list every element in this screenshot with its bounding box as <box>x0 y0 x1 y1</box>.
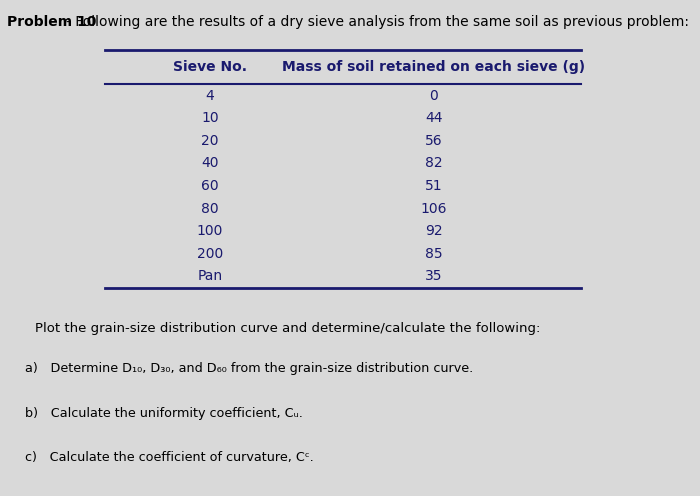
Text: - Following are the results of a dry sieve analysis from the same soil as previo: - Following are the results of a dry sie… <box>66 15 690 29</box>
Text: 4: 4 <box>206 89 214 103</box>
Text: Plot the grain-size distribution curve and determine/calculate the following:: Plot the grain-size distribution curve a… <box>35 322 540 335</box>
Text: 20: 20 <box>202 134 218 148</box>
Text: 44: 44 <box>426 111 442 125</box>
Text: c) Calculate the coefficient of curvature, Cᶜ.: c) Calculate the coefficient of curvatur… <box>25 451 314 464</box>
Text: 85: 85 <box>425 247 443 261</box>
Text: 51: 51 <box>425 179 443 193</box>
Text: 56: 56 <box>425 134 443 148</box>
Text: 82: 82 <box>425 156 443 171</box>
Text: Pan: Pan <box>197 269 223 283</box>
Text: Problem 10: Problem 10 <box>7 15 97 29</box>
Text: 92: 92 <box>425 224 443 238</box>
Text: 10: 10 <box>201 111 219 125</box>
Text: 80: 80 <box>201 201 219 216</box>
Text: 0: 0 <box>430 89 438 103</box>
Text: 35: 35 <box>426 269 442 283</box>
Text: Sieve No.: Sieve No. <box>173 60 247 74</box>
Text: a) Determine D₁₀, D₃₀, and D₆₀ from the grain-size distribution curve.: a) Determine D₁₀, D₃₀, and D₆₀ from the … <box>25 362 472 375</box>
Text: Mass of soil retained on each sieve (g): Mass of soil retained on each sieve (g) <box>282 60 586 74</box>
Text: 60: 60 <box>201 179 219 193</box>
Text: 200: 200 <box>197 247 223 261</box>
Text: 106: 106 <box>421 201 447 216</box>
Text: 40: 40 <box>202 156 218 171</box>
Text: 100: 100 <box>197 224 223 238</box>
Text: b) Calculate the uniformity coefficient, Cᵤ.: b) Calculate the uniformity coefficient,… <box>25 407 302 420</box>
